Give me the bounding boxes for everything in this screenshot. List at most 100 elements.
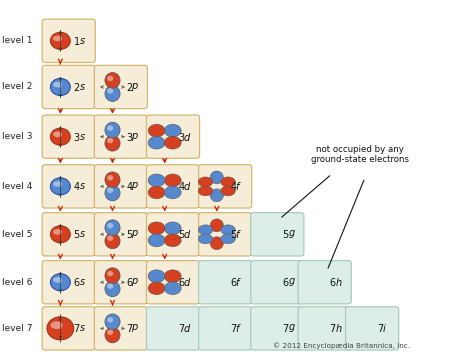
Text: $\it{p}$: $\it{p}$ — [131, 276, 139, 288]
FancyBboxPatch shape — [251, 261, 304, 304]
Text: $\it{i}$: $\it{i}$ — [383, 322, 387, 334]
Text: $\it{p}$: $\it{p}$ — [131, 81, 139, 93]
FancyBboxPatch shape — [298, 307, 351, 350]
Text: $3$: $3$ — [73, 131, 81, 143]
Text: $7$: $7$ — [73, 322, 81, 334]
Ellipse shape — [210, 219, 223, 232]
Ellipse shape — [198, 177, 213, 187]
FancyBboxPatch shape — [42, 307, 95, 350]
Text: $\it{p}$: $\it{p}$ — [131, 322, 139, 334]
Ellipse shape — [107, 283, 113, 289]
Ellipse shape — [105, 281, 120, 297]
Text: $2$: $2$ — [126, 81, 133, 93]
Text: © 2012 Encyclopædia Britannica, Inc.: © 2012 Encyclopædia Britannica, Inc. — [273, 342, 410, 349]
Text: $5$: $5$ — [126, 228, 133, 240]
FancyBboxPatch shape — [42, 165, 95, 208]
Text: $\it{d}$: $\it{d}$ — [183, 131, 191, 143]
FancyBboxPatch shape — [146, 165, 200, 208]
Text: $6$: $6$ — [282, 276, 290, 288]
FancyBboxPatch shape — [199, 307, 252, 350]
Text: $\it{d}$: $\it{d}$ — [183, 180, 191, 192]
Text: $7$: $7$ — [377, 322, 384, 334]
Text: $\it{s}$: $\it{s}$ — [79, 36, 86, 46]
FancyBboxPatch shape — [199, 213, 252, 256]
Ellipse shape — [164, 222, 181, 235]
Ellipse shape — [221, 186, 236, 196]
Ellipse shape — [148, 234, 165, 247]
Ellipse shape — [53, 277, 62, 283]
Ellipse shape — [107, 271, 113, 276]
Ellipse shape — [164, 124, 181, 137]
Text: level 7: level 7 — [2, 324, 33, 333]
Text: $\it{p}$: $\it{p}$ — [131, 228, 139, 240]
Text: $2$: $2$ — [73, 81, 81, 93]
Ellipse shape — [50, 274, 70, 291]
Text: level 3: level 3 — [2, 132, 33, 141]
Text: $\it{s}$: $\it{s}$ — [79, 181, 86, 191]
Text: not occupied by any
ground-state electrons: not occupied by any ground-state electro… — [311, 145, 409, 164]
FancyBboxPatch shape — [146, 307, 200, 350]
FancyBboxPatch shape — [94, 261, 147, 304]
Text: $\it{s}$: $\it{s}$ — [79, 277, 86, 287]
Ellipse shape — [107, 317, 113, 322]
Text: $\it{h}$: $\it{h}$ — [335, 322, 343, 334]
Ellipse shape — [105, 314, 120, 329]
Text: $\it{s}$: $\it{s}$ — [79, 323, 86, 333]
FancyBboxPatch shape — [94, 307, 147, 350]
FancyBboxPatch shape — [146, 115, 200, 158]
Text: $6$: $6$ — [126, 276, 133, 288]
Ellipse shape — [50, 178, 70, 195]
Text: $\it{d}$: $\it{d}$ — [183, 276, 191, 288]
Text: $3$: $3$ — [178, 131, 185, 143]
Ellipse shape — [50, 128, 70, 145]
Ellipse shape — [198, 225, 213, 235]
FancyBboxPatch shape — [42, 65, 95, 109]
Text: $\it{g}$: $\it{g}$ — [288, 276, 295, 288]
Ellipse shape — [164, 270, 181, 283]
Ellipse shape — [107, 76, 113, 81]
Ellipse shape — [221, 225, 236, 235]
Text: $7$: $7$ — [178, 322, 185, 334]
Ellipse shape — [105, 86, 120, 102]
Ellipse shape — [105, 72, 120, 88]
FancyBboxPatch shape — [251, 213, 304, 256]
Ellipse shape — [47, 317, 74, 340]
Text: level 1: level 1 — [2, 36, 33, 45]
Text: $7$: $7$ — [282, 322, 289, 334]
Ellipse shape — [107, 175, 113, 180]
Text: $6$: $6$ — [73, 276, 81, 288]
Ellipse shape — [210, 171, 223, 184]
FancyBboxPatch shape — [42, 261, 95, 304]
FancyBboxPatch shape — [42, 115, 95, 158]
Text: $\it{g}$: $\it{g}$ — [288, 322, 295, 334]
Text: level 4: level 4 — [2, 182, 33, 191]
FancyBboxPatch shape — [42, 213, 95, 256]
Ellipse shape — [148, 270, 165, 283]
Text: $3$: $3$ — [126, 131, 133, 143]
FancyBboxPatch shape — [94, 65, 147, 109]
Ellipse shape — [148, 186, 165, 199]
Ellipse shape — [164, 174, 181, 187]
Ellipse shape — [198, 234, 213, 244]
Text: level 6: level 6 — [2, 278, 33, 287]
Text: $7$: $7$ — [230, 322, 237, 334]
Text: $\it{f}$: $\it{f}$ — [236, 276, 242, 288]
Ellipse shape — [53, 131, 62, 137]
Ellipse shape — [148, 174, 165, 187]
Text: $5$: $5$ — [178, 228, 185, 240]
Text: $\it{s}$: $\it{s}$ — [79, 82, 86, 92]
Text: $7$: $7$ — [329, 322, 337, 334]
Ellipse shape — [105, 122, 120, 138]
Text: $\it{s}$: $\it{s}$ — [79, 229, 86, 239]
Ellipse shape — [107, 187, 113, 193]
Ellipse shape — [164, 136, 181, 149]
Ellipse shape — [53, 36, 62, 41]
Ellipse shape — [148, 124, 165, 137]
Ellipse shape — [148, 136, 165, 149]
Ellipse shape — [107, 125, 113, 131]
Ellipse shape — [107, 235, 113, 241]
Ellipse shape — [50, 32, 70, 49]
FancyBboxPatch shape — [94, 213, 147, 256]
Text: $5$: $5$ — [73, 228, 81, 240]
Text: $5$: $5$ — [230, 228, 237, 240]
